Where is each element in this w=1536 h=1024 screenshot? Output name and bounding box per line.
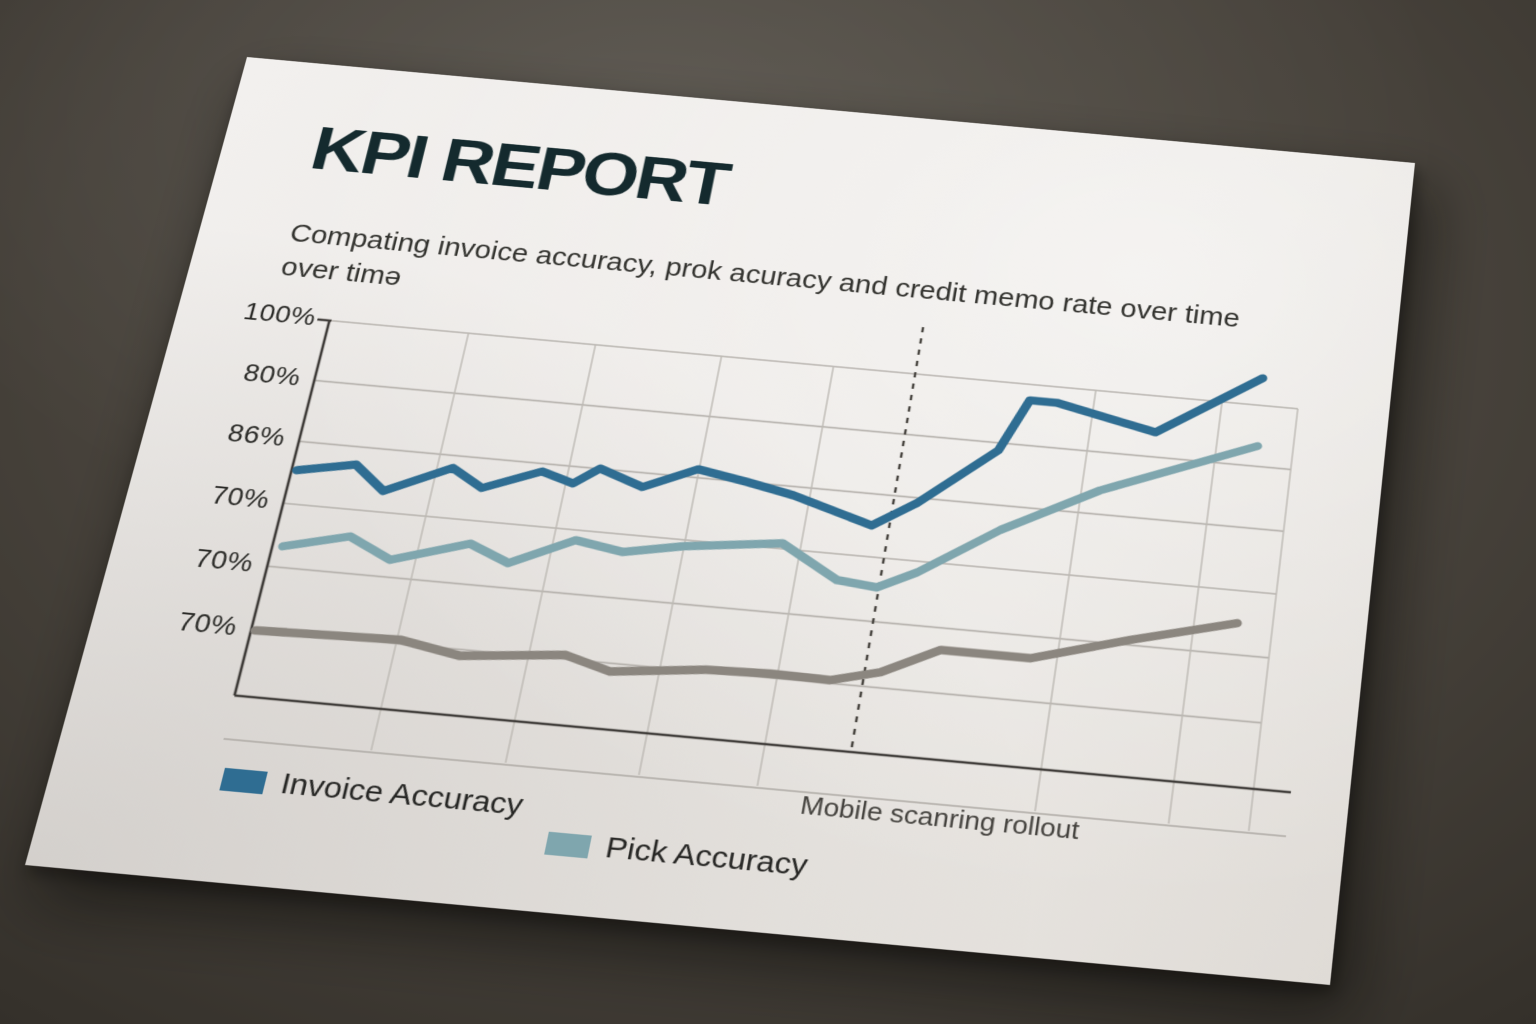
series-line-pick-accuracy [282,361,1258,637]
v-gridline [757,366,833,785]
v-gridline [1035,390,1096,811]
v-gridline [371,333,468,750]
series-line-credit-memo-rate [253,536,1237,728]
kpi-report-sheet: KPI REPORT Compating invoice accuracy, p… [24,57,1416,985]
pick-accuracy-swatch [544,831,592,859]
series-line-invoice-accuracy [294,294,1263,569]
v-gridline [639,356,722,775]
invoice-accuracy-swatch [219,767,268,795]
v-gridline [1249,409,1298,831]
v-gridline [506,345,596,763]
y-axis-line [235,321,330,696]
